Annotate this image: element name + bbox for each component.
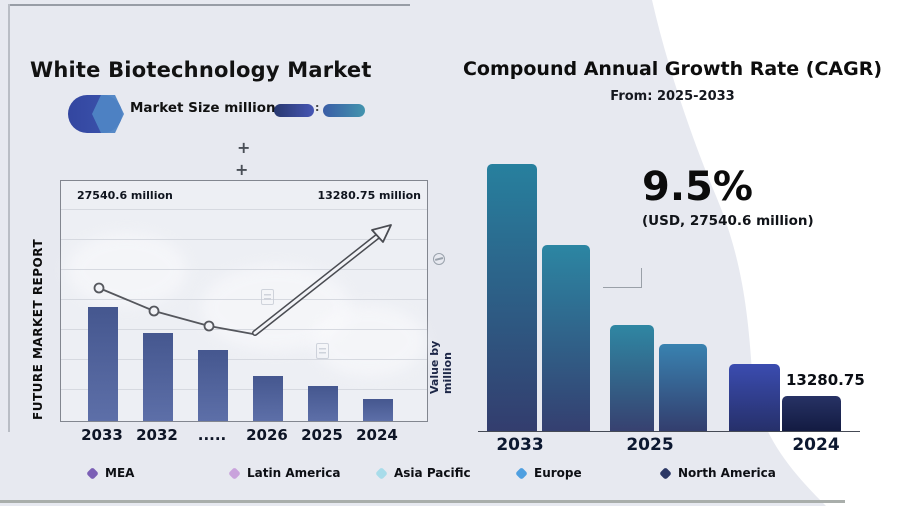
market-bar-2025 <box>308 386 338 421</box>
cagr-bar-2025-b <box>659 344 707 431</box>
gradient-pill-icon-right <box>323 104 365 117</box>
cagr-x-axis-label-2024: 2024 <box>792 435 840 455</box>
plus-mark-icon: + <box>235 160 249 179</box>
step-decor-line <box>603 268 642 288</box>
cagr-bar-2033-a <box>487 164 537 431</box>
x-axis-label-2024: 2024 <box>356 426 398 444</box>
page-title: White Biotechnology Market <box>30 58 372 82</box>
legend-diamond-icon <box>86 466 99 480</box>
market-bar-2026 <box>253 376 283 421</box>
legend-item-mea: MEA <box>86 466 135 480</box>
gradient-pill-icon-left <box>274 104 314 117</box>
end-value-annotation: 13280.75 million <box>317 189 421 202</box>
frame-top-line <box>8 4 410 6</box>
x-axis-label-2033: 2033 <box>81 426 123 444</box>
cagr-subtitle: From: 2025-2033 <box>610 89 735 104</box>
legend-label: Europe <box>534 466 582 480</box>
trend-line-and-growth-arrow <box>93 224 392 336</box>
cagr-value: 9.5% <box>642 164 753 210</box>
cagr-x-axis-label-2025: 2025 <box>626 435 674 455</box>
market-bar-..... <box>198 350 228 421</box>
bar-value-label: 13280.75 <box>786 371 865 389</box>
cagr-bar-2025-a <box>610 325 654 431</box>
x-axis-label-2026: 2026 <box>246 426 288 444</box>
legend-diamond-icon <box>228 466 241 480</box>
cagr-bar-2033-b <box>542 245 590 431</box>
x-axis-label-2032: 2032 <box>136 426 178 444</box>
cagr-bar-2024-b <box>782 396 841 431</box>
circle-minus-icon <box>433 253 445 265</box>
legend-item-europe: Europe <box>515 466 582 480</box>
market-size-chart: 27540.6 million 13280.75 million <box>60 180 428 422</box>
left-margin-watermark: FUTURE MARKET REPORT <box>31 238 45 420</box>
legend-diamond-icon <box>659 466 672 480</box>
legend-label: Latin America <box>247 466 341 480</box>
gridlines <box>61 209 427 394</box>
legend-label: Asia Pacific <box>394 466 471 480</box>
market-bar-2032 <box>143 333 173 421</box>
market-size-label: Market Size million <box>130 100 276 116</box>
legend-item-asia-pacific: Asia Pacific <box>375 466 471 480</box>
cagr-title: Compound Annual Growth Rate (CAGR) <box>462 58 883 80</box>
value-axis-label: Value by million <box>428 340 454 394</box>
start-value-annotation: 27540.6 million <box>77 189 173 202</box>
legend-diamond-icon <box>375 466 388 480</box>
cagr-x-axis-label-2033: 2033 <box>496 435 544 455</box>
x-axis-label-.....: ..... <box>197 426 227 444</box>
x-axis-label-2025: 2025 <box>301 426 343 444</box>
legend-item-latin-america: Latin America <box>228 466 341 480</box>
ghost-document-icon <box>316 343 329 359</box>
plus-mark-icon: + <box>237 138 251 157</box>
market-bar-2033 <box>88 307 118 421</box>
pill-separator: : <box>315 101 320 114</box>
legend-diamond-icon <box>515 466 528 480</box>
legend-label: MEA <box>105 466 135 480</box>
legend-label: North America <box>678 466 776 480</box>
legend-item-north-america: North America <box>659 466 776 480</box>
cagr-bar-2024-a <box>729 364 780 431</box>
ghost-document-icon <box>261 289 274 305</box>
market-bar-2024 <box>363 399 393 421</box>
frame-left-line <box>8 4 10 432</box>
cagr-note: (USD, 27540.6 million) <box>642 213 814 229</box>
cagr-chart <box>478 150 860 432</box>
bottom-edge-strip <box>0 500 845 503</box>
